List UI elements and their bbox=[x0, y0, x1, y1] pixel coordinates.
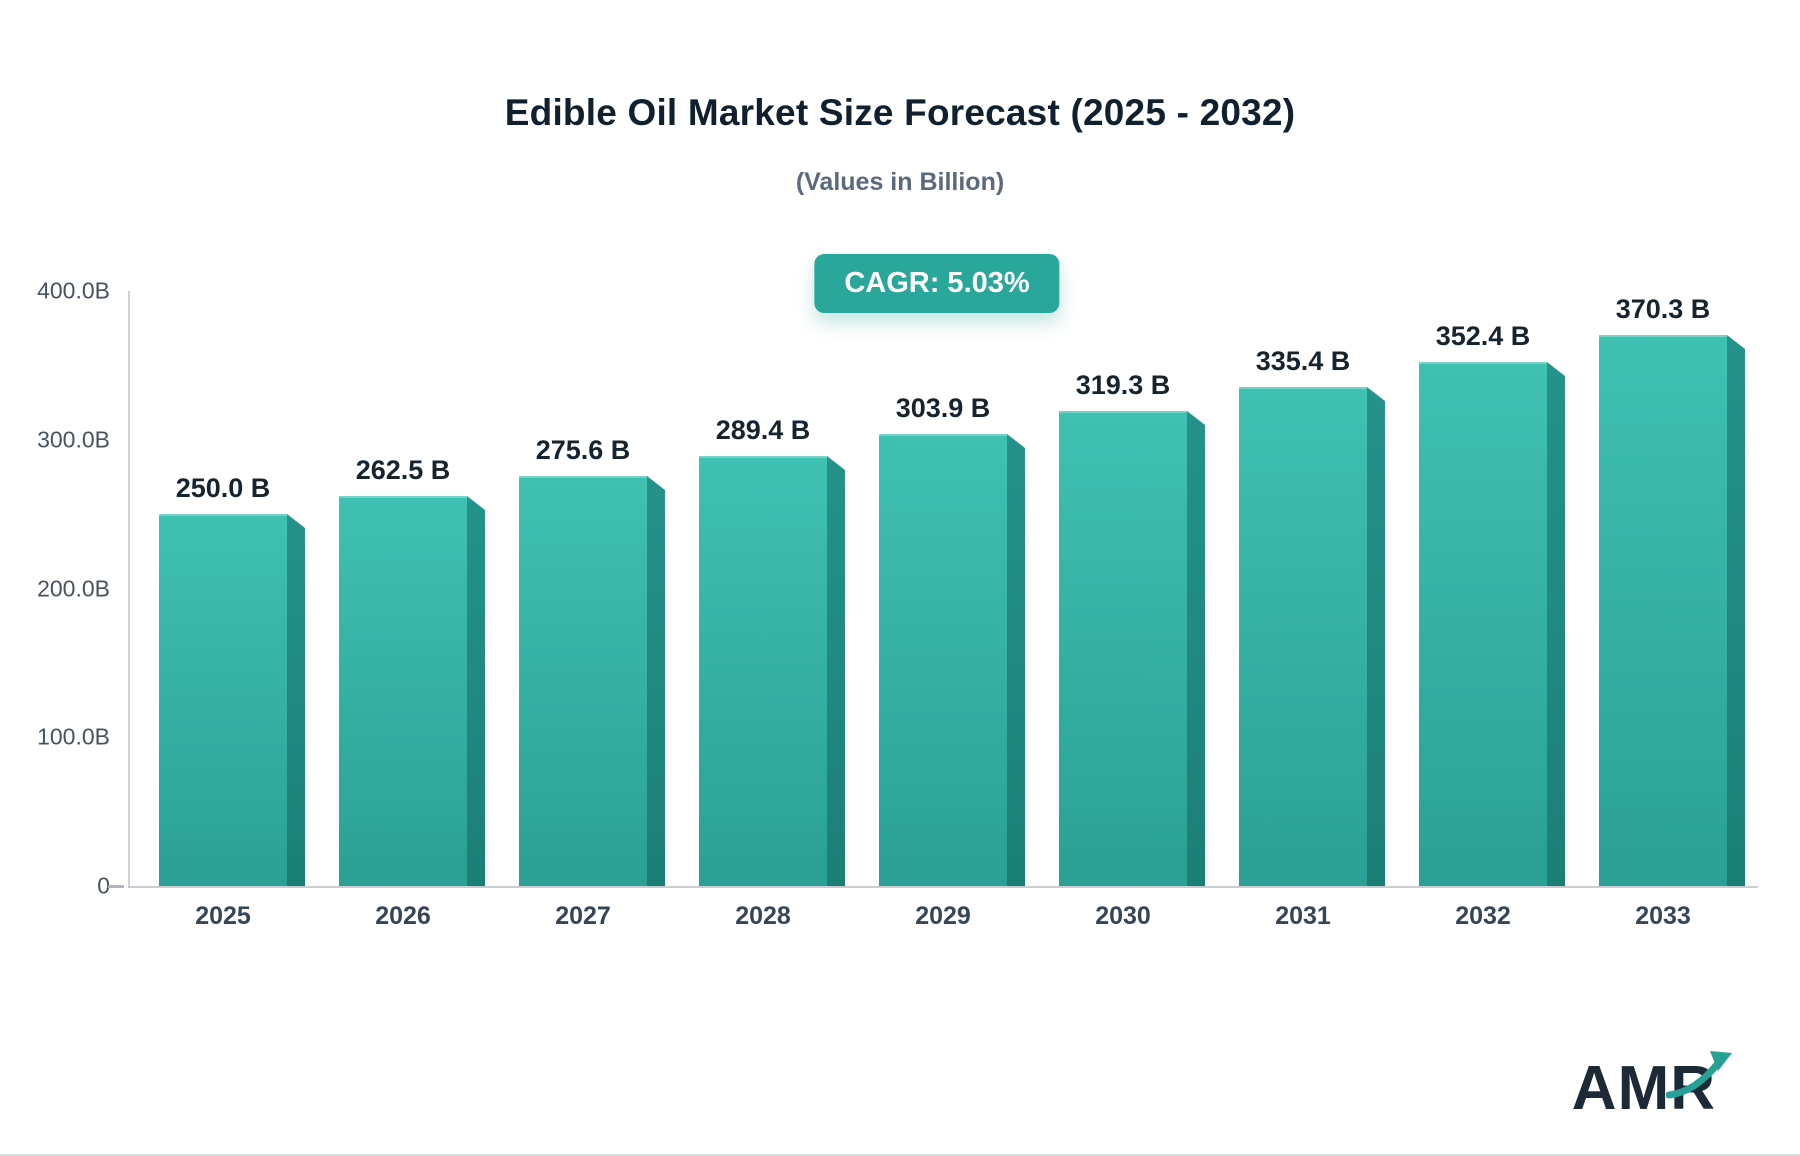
bar-side-face bbox=[467, 496, 485, 886]
y-tick-label: 300.0B bbox=[37, 426, 110, 453]
bar-front-face bbox=[699, 456, 827, 886]
cagr-badge: CAGR: 5.03% bbox=[814, 254, 1060, 313]
bar-side-face bbox=[287, 514, 305, 886]
bar-value-label: 335.4 B bbox=[1255, 346, 1351, 376]
chart-subtitle: (Values in Billion) bbox=[795, 168, 1005, 196]
x-tick-label: 2029 bbox=[915, 902, 971, 930]
bar-front-face bbox=[1419, 362, 1547, 886]
bar[interactable] bbox=[1239, 387, 1385, 886]
y-tick-label: 400.0B bbox=[37, 277, 110, 304]
y-tick-label: 200.0B bbox=[37, 575, 110, 601]
bar-value-label: 289.4 B bbox=[715, 415, 811, 445]
bar-value-label: 303.9 B bbox=[895, 393, 991, 423]
plot-area: 250.0 B 2025 262.5 B 2026 275.6 B 2027 289.4 B… bbox=[132, 291, 1758, 930]
bar-value-label: 370.3 B bbox=[1615, 294, 1711, 324]
bar[interactable] bbox=[879, 434, 1025, 886]
bar-group: 275.6 B 2027 bbox=[502, 291, 682, 930]
y-axis-line bbox=[128, 291, 130, 888]
bar-chart: 400.0B 300.0B 200.0B 100.0B 0 250.0 B 2025 262… bbox=[16, 278, 1776, 930]
bar-value-label: 319.3 B bbox=[1075, 370, 1171, 400]
bar-side-face bbox=[1547, 362, 1565, 886]
zero-tick-mark bbox=[108, 885, 124, 888]
bar-side-face bbox=[647, 476, 665, 886]
bar-side-face bbox=[1367, 387, 1385, 886]
bar-side-face bbox=[1727, 335, 1745, 886]
bar-front-face bbox=[879, 434, 1007, 886]
bar[interactable] bbox=[1599, 335, 1745, 886]
chart-title: Edible Oil Market Size Forecast (2025 - … bbox=[504, 92, 1296, 133]
x-tick-label: 2031 bbox=[1275, 902, 1331, 930]
bar[interactable] bbox=[1059, 411, 1205, 886]
bar-value-label: 262.5 B bbox=[355, 455, 451, 485]
x-tick-label: 2026 bbox=[375, 902, 431, 930]
x-tick-label: 2027 bbox=[555, 902, 611, 930]
bar-side-face bbox=[1187, 411, 1205, 886]
x-tick-label: 2030 bbox=[1095, 902, 1151, 930]
x-tick-label: 2025 bbox=[195, 902, 251, 930]
bar-group: 370.3 B 2033 bbox=[1582, 291, 1762, 930]
bar-group: 289.4 B 2028 bbox=[682, 291, 862, 930]
y-axis: 400.0B 300.0B 200.0B 100.0B 0 bbox=[16, 278, 116, 899]
x-tick-label: 2032 bbox=[1455, 902, 1511, 930]
bar-front-face bbox=[1239, 387, 1367, 886]
x-axis-line bbox=[128, 886, 1758, 888]
x-tick-label: 2028 bbox=[735, 902, 791, 930]
bar-value-label: 275.6 B bbox=[535, 435, 631, 465]
bar-front-face bbox=[1059, 411, 1187, 886]
bar[interactable] bbox=[699, 456, 845, 886]
bar-group: 262.5 B 2026 bbox=[322, 291, 502, 930]
y-tick-label: 100.0B bbox=[37, 723, 110, 750]
bar-group: 335.4 B 2031 bbox=[1222, 291, 1402, 930]
bar-side-face bbox=[1007, 434, 1025, 886]
bar-front-face bbox=[159, 514, 287, 886]
bar-front-face bbox=[1599, 335, 1727, 886]
bar-group: 319.3 B 2030 bbox=[1042, 291, 1222, 930]
x-tick-label: 2033 bbox=[1635, 902, 1691, 930]
bar[interactable] bbox=[339, 496, 485, 886]
bar[interactable] bbox=[519, 476, 665, 886]
bar-side-face bbox=[827, 456, 845, 886]
bar-front-face bbox=[519, 476, 647, 886]
bar-value-label: 352.4 B bbox=[1435, 321, 1531, 351]
bar-group: 250.0 B 2025 bbox=[142, 291, 322, 930]
bar-value-label: 250.0 B bbox=[175, 473, 271, 503]
bar-group: 303.9 B 2029 bbox=[862, 291, 1042, 930]
y-tick-label: 0 bbox=[97, 872, 110, 899]
amr-logo: AMR bbox=[1572, 1051, 1732, 1124]
bar-front-face bbox=[339, 496, 467, 886]
growth-arrow-icon bbox=[1666, 1051, 1732, 1099]
bar-group: 352.4 B 2032 bbox=[1402, 291, 1582, 930]
bar[interactable] bbox=[1419, 362, 1565, 886]
bar[interactable] bbox=[159, 514, 305, 886]
